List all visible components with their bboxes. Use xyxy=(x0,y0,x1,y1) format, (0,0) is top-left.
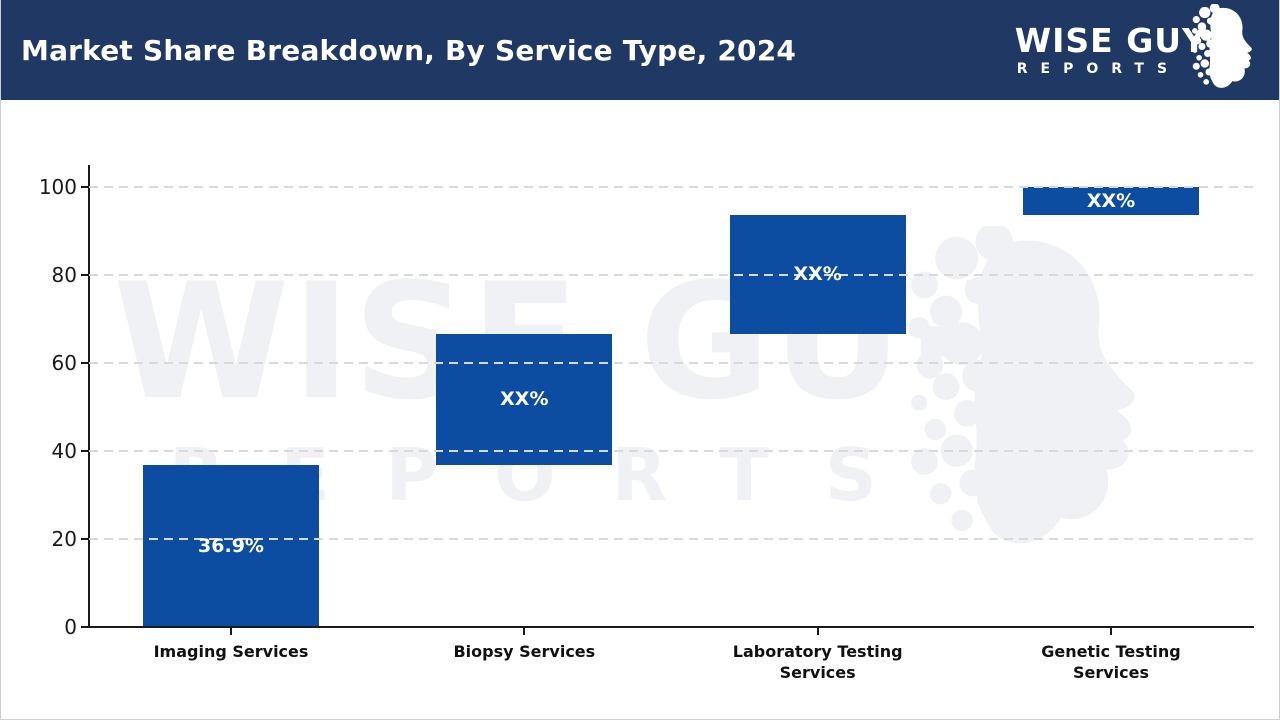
bar-value-label: XX% xyxy=(793,263,842,286)
bar-value-label: XX% xyxy=(1086,190,1136,213)
gridline xyxy=(89,538,1254,540)
gridline xyxy=(89,186,1254,188)
x-axis-tick xyxy=(816,628,819,635)
bar-value-label: XX% xyxy=(500,388,549,411)
y-axis-label: 100 xyxy=(38,175,77,199)
logo-face-icon xyxy=(1192,4,1252,88)
y-axis-label: 0 xyxy=(64,615,77,639)
y-axis-line xyxy=(88,165,90,628)
y-axis-tick xyxy=(81,538,89,540)
y-axis-label: 20 xyxy=(51,527,77,551)
y-axis-label: 60 xyxy=(51,351,77,375)
header: Market Share Breakdown, By Service Type,… xyxy=(1,0,1279,100)
gridline xyxy=(89,362,1254,364)
x-axis-tick xyxy=(523,628,526,635)
y-axis-tick xyxy=(81,274,89,276)
y-axis-tick xyxy=(81,450,89,452)
logo-text: WISE GUY REPORTS xyxy=(1014,20,1207,77)
category-label: Genetic Testing Services xyxy=(1041,642,1181,682)
y-axis-label: 80 xyxy=(51,263,77,287)
gridline xyxy=(89,450,1254,452)
x-axis-line xyxy=(88,626,1254,628)
bar-segment xyxy=(436,333,613,465)
logo-subtext: REPORTS xyxy=(1016,60,1181,77)
logo-wordmark: WISE GUY xyxy=(1014,20,1207,60)
bar-segment xyxy=(1022,187,1199,216)
watermark-face-icon xyxy=(908,226,1135,544)
category-label: Laboratory Testing Services xyxy=(732,642,903,682)
category-label: Imaging Services xyxy=(153,642,309,661)
bar-value-label: 36.9% xyxy=(198,534,264,557)
x-axis-tick xyxy=(1109,628,1112,635)
y-axis-tick xyxy=(81,362,89,364)
page-title: Market Share Breakdown, By Service Type,… xyxy=(21,33,797,67)
x-axis-tick xyxy=(230,628,232,635)
y-axis-tick xyxy=(81,186,89,188)
bar-segment xyxy=(143,464,319,627)
y-axis-tick xyxy=(81,626,89,628)
category-label: Biopsy Services xyxy=(453,642,596,661)
wise-guy-logo: WISE GUY REPORTS xyxy=(1015,4,1263,96)
gridline xyxy=(89,274,1254,276)
y-axis-label: 40 xyxy=(51,439,77,463)
